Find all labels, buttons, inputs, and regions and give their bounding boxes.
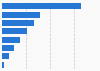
Bar: [2, 3, 82, 9]
Bar: [2, 53, 9, 59]
Bar: [2, 62, 4, 68]
Bar: [2, 28, 27, 34]
Bar: [2, 20, 34, 26]
Bar: [2, 37, 20, 43]
Bar: [2, 12, 40, 18]
Bar: [2, 45, 14, 51]
